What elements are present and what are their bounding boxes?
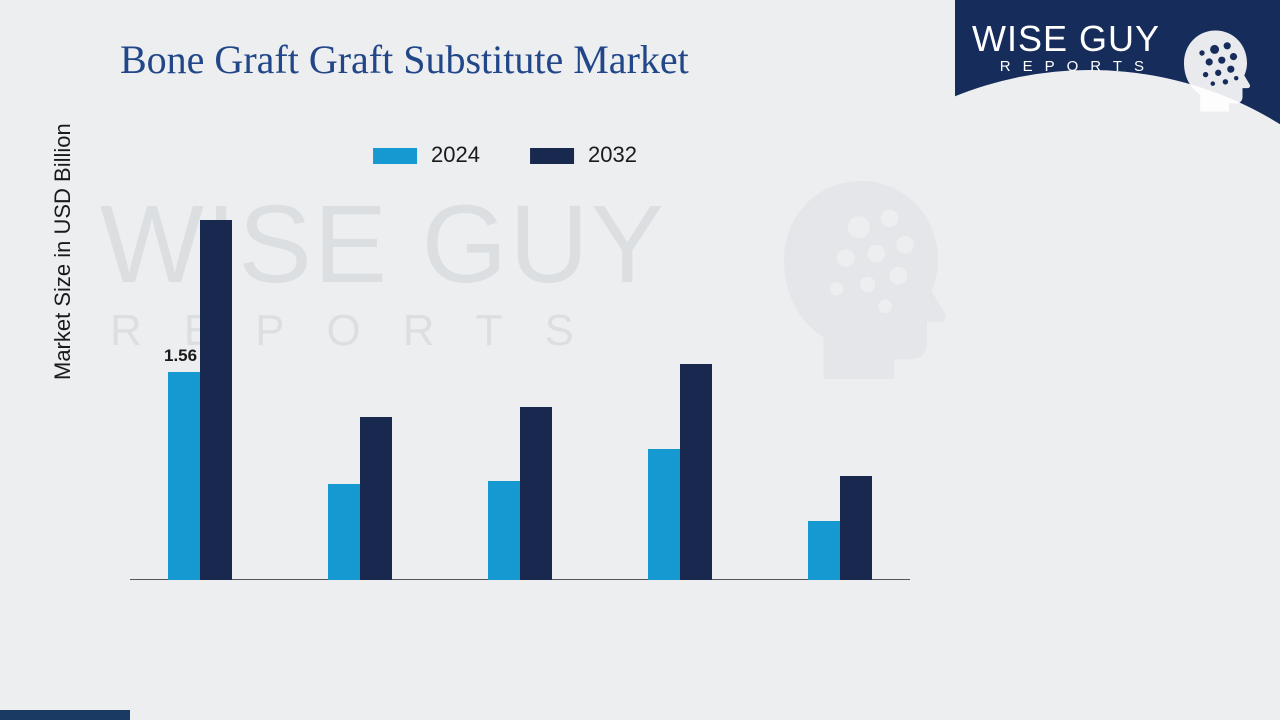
bar xyxy=(648,449,680,580)
plot-area: NORTHAMERICAEUROPESOUTHAMERICAASIAPACIFI… xyxy=(130,180,910,580)
chart-title: Bone Graft Graft Substitute Market xyxy=(120,36,689,83)
legend-item: 2024 xyxy=(373,142,480,168)
legend: 2024 2032 xyxy=(373,142,637,168)
legend-label: 2032 xyxy=(588,142,637,167)
bar xyxy=(808,521,840,580)
legend-label: 2024 xyxy=(431,142,480,167)
bar-chart: Market Size in USD Billion 2024 2032 NOR… xyxy=(90,150,920,660)
legend-swatch-icon xyxy=(530,148,574,164)
bar xyxy=(328,484,360,580)
bar xyxy=(520,407,552,580)
infographic-canvas: WISE GUY REPORTS WISE GUY REPORTS Bone G… xyxy=(0,0,1280,720)
bar xyxy=(168,372,200,580)
logo-text-line2: REPORTS xyxy=(972,58,1160,75)
brand-logo: WISE GUY REPORTS xyxy=(972,18,1256,75)
legend-item: 2032 xyxy=(530,142,637,168)
legend-swatch-icon xyxy=(373,148,417,164)
logo-text-line1: WISE GUY xyxy=(972,18,1160,60)
bar xyxy=(840,476,872,580)
y-axis-label: Market Size in USD Billion xyxy=(50,123,76,380)
bar xyxy=(488,481,520,580)
bar xyxy=(680,364,712,580)
bar xyxy=(360,417,392,580)
bar-value-label: 1.56 xyxy=(164,346,197,366)
bar xyxy=(200,220,232,580)
decorative-bottom-bar xyxy=(0,710,130,720)
